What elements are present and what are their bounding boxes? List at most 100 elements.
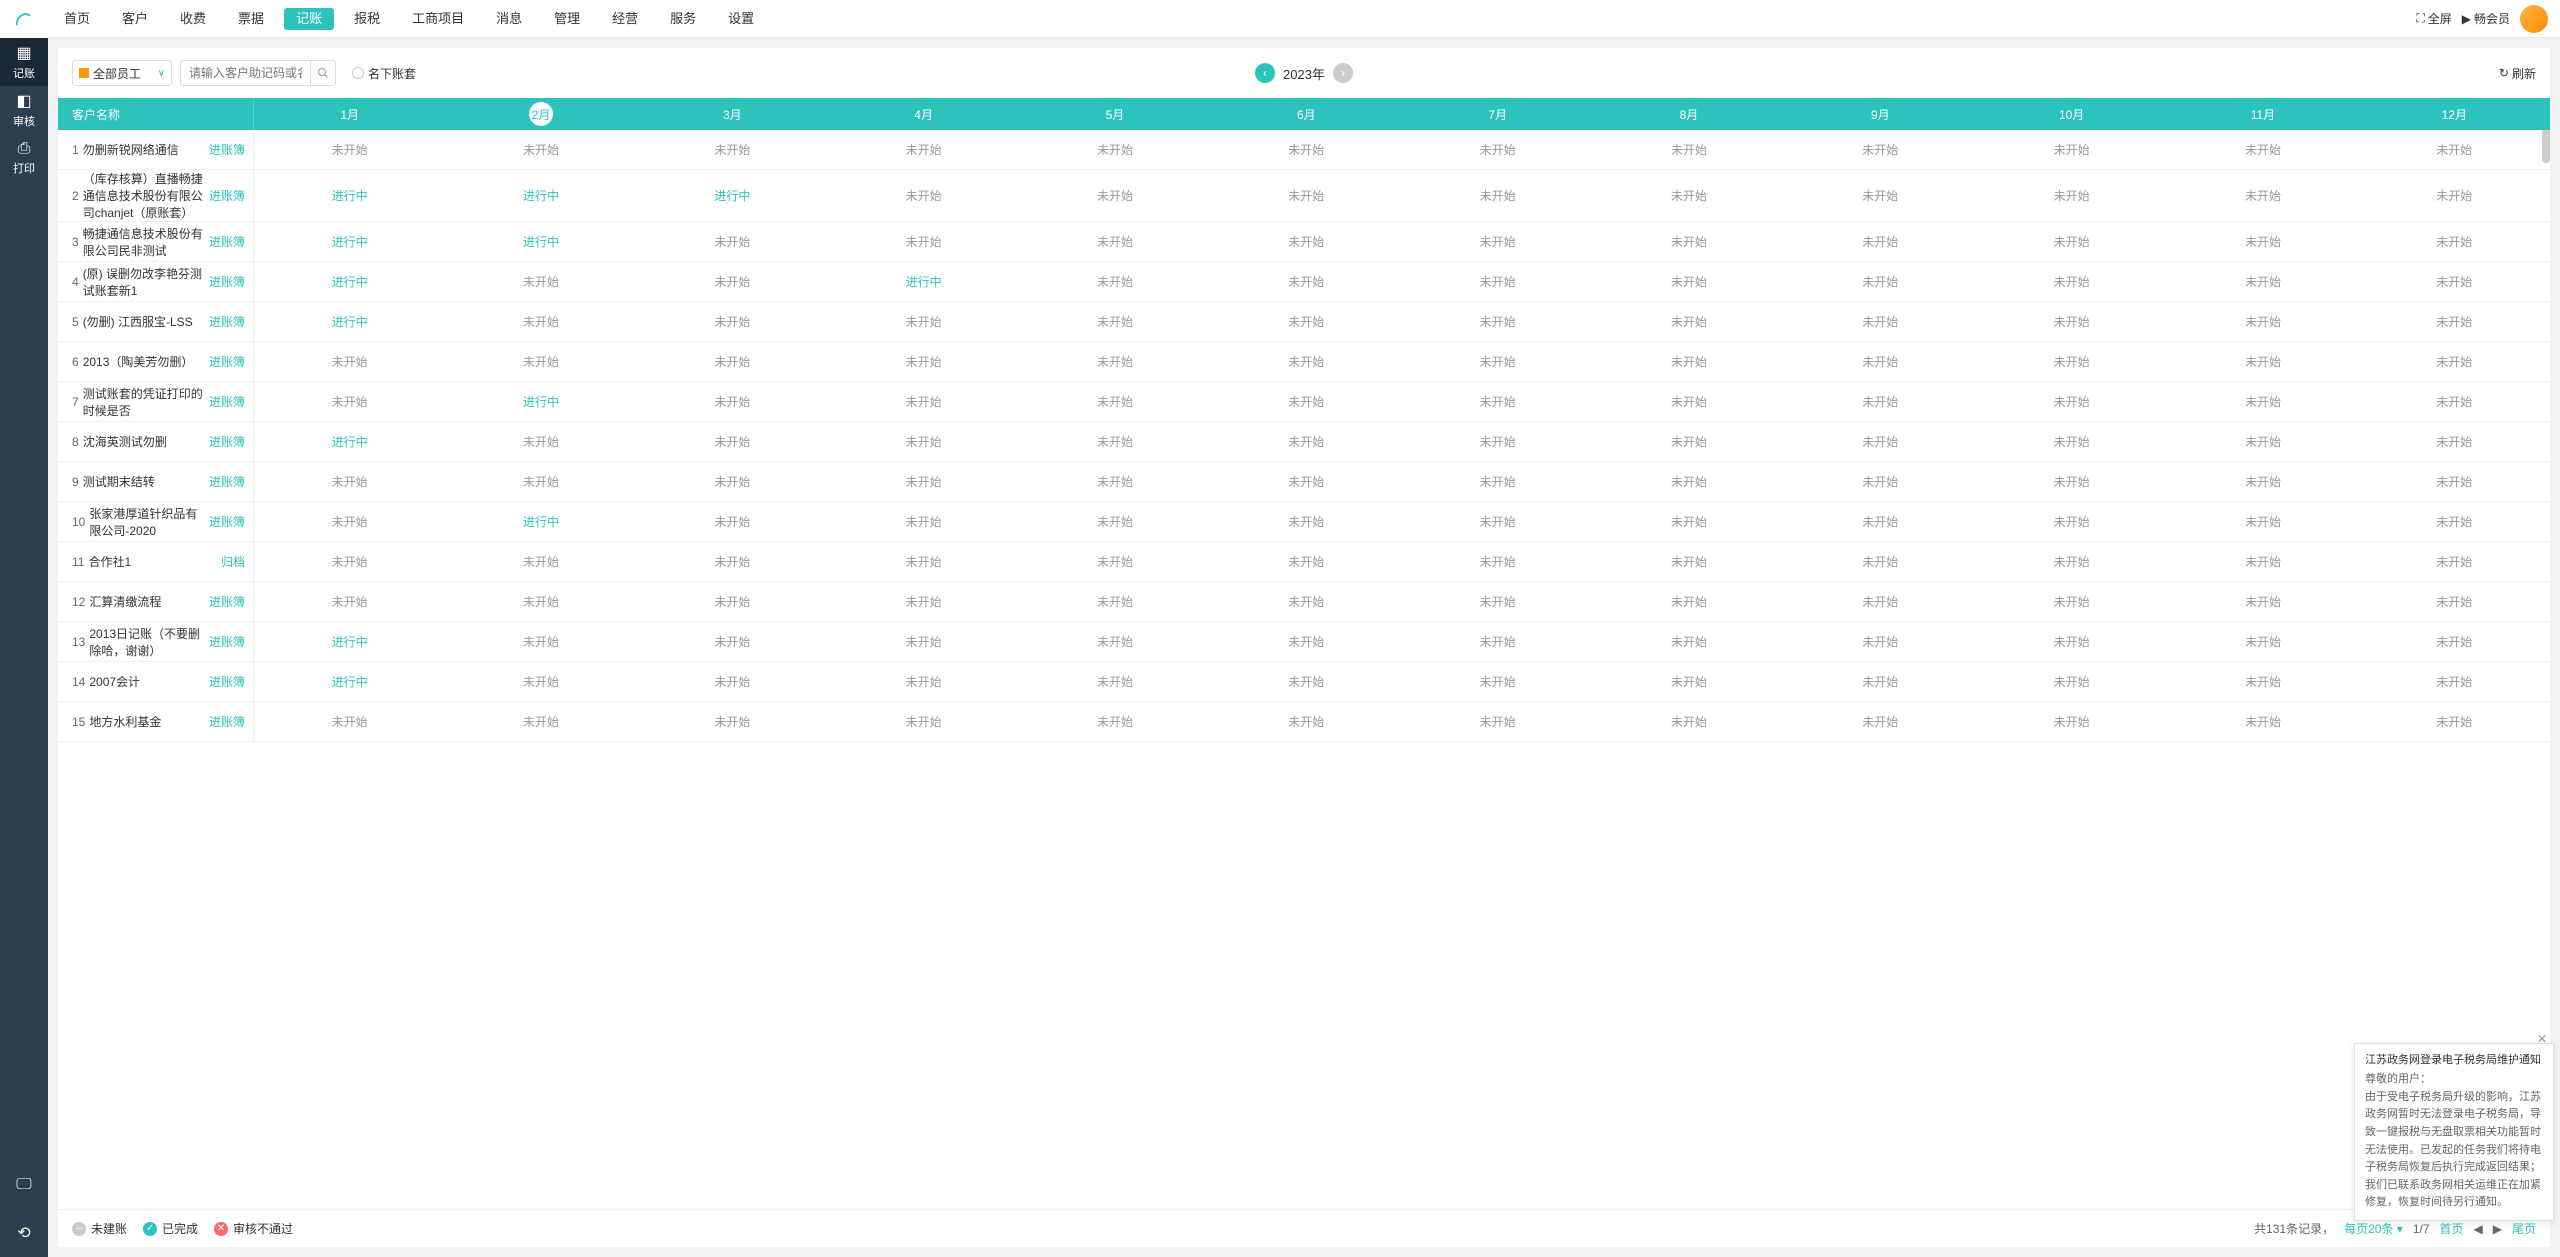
cell-status[interactable]: 未开始 xyxy=(1785,353,1976,370)
cell-status[interactable]: 未开始 xyxy=(1402,313,1593,330)
cell-status[interactable]: 未开始 xyxy=(828,353,1019,370)
col-header-month[interactable]: 6月 xyxy=(1211,98,1402,130)
top-nav-item[interactable]: 管理 xyxy=(538,0,596,38)
cell-status[interactable]: 进行中 xyxy=(445,233,636,250)
close-icon[interactable]: ✕ xyxy=(2537,1030,2547,1049)
cell-status[interactable]: 未开始 xyxy=(828,313,1019,330)
col-header-month[interactable]: 7月 xyxy=(1402,98,1593,130)
cell-status[interactable]: 未开始 xyxy=(1976,473,2167,490)
cell-status[interactable]: 未开始 xyxy=(254,593,445,610)
cell-status[interactable]: 未开始 xyxy=(1019,141,1210,158)
cell-status[interactable]: 未开始 xyxy=(1976,433,2167,450)
sidebar-bottom-item[interactable]: ⟲ xyxy=(0,1209,48,1257)
cell-status[interactable]: 未开始 xyxy=(2167,713,2358,730)
employee-select[interactable]: 全部员工 ∨ xyxy=(72,60,172,86)
top-nav-item[interactable]: 记账 xyxy=(284,8,334,30)
cell-status[interactable]: 未开始 xyxy=(637,273,828,290)
top-nav-item[interactable]: 经营 xyxy=(596,0,654,38)
cell-status[interactable]: 未开始 xyxy=(637,353,828,370)
cell-status[interactable]: 未开始 xyxy=(2359,433,2550,450)
cell-status[interactable]: 未开始 xyxy=(637,593,828,610)
cell-status[interactable]: 未开始 xyxy=(445,141,636,158)
cell-status[interactable]: 未开始 xyxy=(2359,141,2550,158)
cell-status[interactable]: 未开始 xyxy=(1402,433,1593,450)
cell-status[interactable]: 未开始 xyxy=(254,141,445,158)
cell-status[interactable]: 未开始 xyxy=(1976,353,2167,370)
ledger-link[interactable]: 进账簿 xyxy=(209,433,245,450)
col-header-month[interactable]: 12月 xyxy=(2359,98,2550,130)
sidebar-item[interactable]: ◧审核 xyxy=(0,86,48,134)
cell-status[interactable]: 进行中 xyxy=(254,673,445,690)
cell-status[interactable]: 未开始 xyxy=(2167,187,2358,204)
cell-status[interactable]: 未开始 xyxy=(2167,233,2358,250)
cell-status[interactable]: 未开始 xyxy=(2359,393,2550,410)
cell-status[interactable]: 未开始 xyxy=(1019,673,1210,690)
cell-status[interactable]: 未开始 xyxy=(2167,393,2358,410)
ledger-link[interactable]: 进账簿 xyxy=(209,393,245,410)
cell-status[interactable]: 未开始 xyxy=(445,593,636,610)
cell-status[interactable]: 未开始 xyxy=(254,713,445,730)
col-header-month[interactable]: 2月 xyxy=(445,98,636,130)
cell-status[interactable]: 未开始 xyxy=(1785,141,1976,158)
cell-status[interactable]: 未开始 xyxy=(445,433,636,450)
cell-status[interactable]: 未开始 xyxy=(1593,393,1784,410)
ledger-link[interactable]: 进账簿 xyxy=(209,593,245,610)
cell-status[interactable]: 进行中 xyxy=(828,273,1019,290)
cell-status[interactable]: 未开始 xyxy=(1402,473,1593,490)
cell-status[interactable]: 未开始 xyxy=(445,353,636,370)
cell-status[interactable]: 未开始 xyxy=(1785,593,1976,610)
cell-status[interactable]: 未开始 xyxy=(637,633,828,650)
col-header-month[interactable]: 3月 xyxy=(637,98,828,130)
cell-status[interactable]: 未开始 xyxy=(1211,141,1402,158)
cell-status[interactable]: 未开始 xyxy=(1593,433,1784,450)
col-header-month[interactable]: 11月 xyxy=(2167,98,2358,130)
cell-status[interactable]: 未开始 xyxy=(1211,393,1402,410)
cell-status[interactable]: 未开始 xyxy=(1211,353,1402,370)
cell-status[interactable]: 进行中 xyxy=(637,187,828,204)
cell-status[interactable]: 未开始 xyxy=(1211,273,1402,290)
cell-status[interactable]: 未开始 xyxy=(637,513,828,530)
cell-status[interactable]: 未开始 xyxy=(2167,313,2358,330)
cell-status[interactable]: 未开始 xyxy=(445,553,636,570)
cell-status[interactable]: 未开始 xyxy=(1785,393,1976,410)
cell-status[interactable]: 未开始 xyxy=(1593,553,1784,570)
fullscreen-button[interactable]: ⛶ 全屏 xyxy=(2416,10,2451,27)
cell-status[interactable]: 未开始 xyxy=(2167,513,2358,530)
cell-status[interactable]: 进行中 xyxy=(254,187,445,204)
cell-status[interactable]: 未开始 xyxy=(637,313,828,330)
cell-status[interactable]: 未开始 xyxy=(1593,141,1784,158)
cell-status[interactable]: 未开始 xyxy=(1019,713,1210,730)
cell-status[interactable]: 未开始 xyxy=(1402,713,1593,730)
col-header-month[interactable]: 9月 xyxy=(1785,98,1976,130)
cell-status[interactable]: 未开始 xyxy=(1785,473,1976,490)
cell-status[interactable]: 未开始 xyxy=(1593,273,1784,290)
top-nav-item[interactable]: 工商项目 xyxy=(396,0,480,38)
cell-status[interactable]: 未开始 xyxy=(1211,713,1402,730)
cell-status[interactable]: 未开始 xyxy=(1593,313,1784,330)
cell-status[interactable]: 未开始 xyxy=(828,633,1019,650)
cell-status[interactable]: 未开始 xyxy=(1402,673,1593,690)
cell-status[interactable]: 未开始 xyxy=(1019,393,1210,410)
cell-status[interactable]: 未开始 xyxy=(2359,633,2550,650)
cell-status[interactable]: 未开始 xyxy=(1785,633,1976,650)
top-nav-item[interactable]: 服务 xyxy=(654,0,712,38)
col-header-month[interactable]: 10月 xyxy=(1976,98,2167,130)
ledger-link[interactable]: 进账簿 xyxy=(209,473,245,490)
cell-status[interactable]: 未开始 xyxy=(1593,473,1784,490)
cell-status[interactable]: 未开始 xyxy=(1785,273,1976,290)
top-nav-item[interactable]: 设置 xyxy=(712,0,770,38)
own-accounts-checkbox[interactable]: 名下账套 xyxy=(352,65,416,82)
cell-status[interactable]: 未开始 xyxy=(1019,593,1210,610)
cell-status[interactable]: 未开始 xyxy=(637,393,828,410)
cell-status[interactable]: 未开始 xyxy=(637,141,828,158)
cell-status[interactable]: 未开始 xyxy=(1976,593,2167,610)
cell-status[interactable]: 未开始 xyxy=(1976,513,2167,530)
ledger-link[interactable]: 归档 xyxy=(221,553,245,570)
cell-status[interactable]: 未开始 xyxy=(2167,593,2358,610)
member-button[interactable]: ▶ 畅会员 xyxy=(2462,10,2510,27)
cell-status[interactable]: 未开始 xyxy=(1402,273,1593,290)
cell-status[interactable]: 未开始 xyxy=(2359,273,2550,290)
cell-status[interactable]: 未开始 xyxy=(254,353,445,370)
cell-status[interactable]: 未开始 xyxy=(1402,513,1593,530)
top-nav-item[interactable]: 报税 xyxy=(338,0,396,38)
